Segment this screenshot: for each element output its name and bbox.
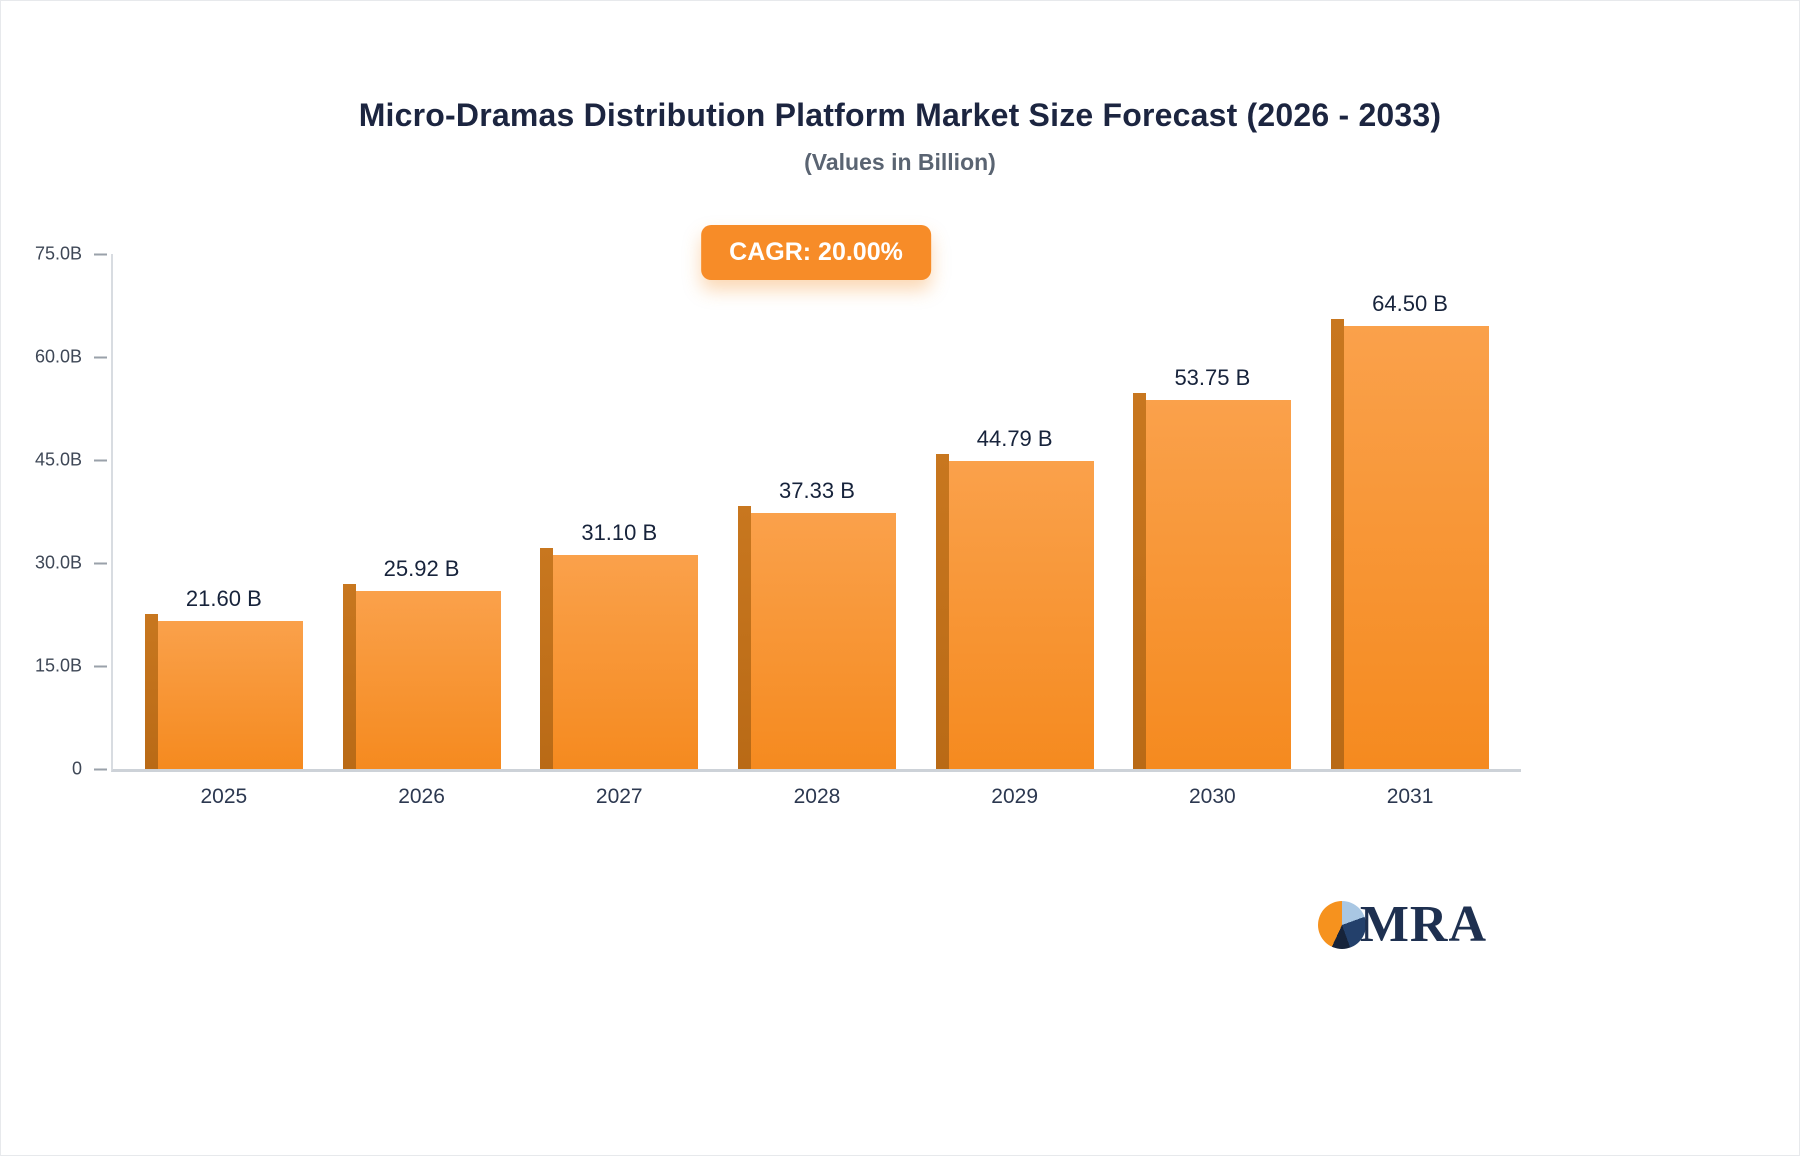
y-tick: 45.0B <box>16 450 113 471</box>
cagr-badge: CAGR: 20.00% <box>701 225 931 280</box>
y-tick: 60.0B <box>16 347 113 368</box>
bar-group: 25.92 B <box>342 254 501 769</box>
chart-subtitle: (Values in Billion) <box>804 149 996 175</box>
bar-group: 31.10 B <box>540 254 699 769</box>
bar-side-shading <box>935 454 949 769</box>
x-axis-label: 2028 <box>793 785 841 808</box>
x-axis-label: 2025 <box>200 785 248 808</box>
bar-value-label: 31.10 B <box>581 520 658 546</box>
bar-group: 37.33 B <box>737 254 896 769</box>
x-axis-label: 2027 <box>595 785 643 808</box>
bar <box>540 548 699 769</box>
y-tick: 75.0B <box>16 244 113 265</box>
bar-value-label: 44.79 B <box>976 426 1053 452</box>
bar <box>1133 392 1292 769</box>
y-tick-label: 45.0B <box>34 449 82 470</box>
bar <box>1331 319 1490 769</box>
bar-group: 44.79 B <box>935 254 1094 769</box>
bars-layer: 21.60 B 25.92 B 31.10 B 37.33 B 44.79 B 53.75… <box>113 254 1521 769</box>
chart-title: Micro-Dramas Distribution Platform Marke… <box>358 97 1442 133</box>
y-tick-label: 30.0B <box>34 552 82 573</box>
y-tick-mark <box>94 459 107 461</box>
bar-value-label: 21.60 B <box>185 585 262 611</box>
bar-group: 53.75 B <box>1133 254 1292 769</box>
bar-side-shading <box>144 613 158 769</box>
x-axis-label: 2030 <box>1189 785 1236 808</box>
x-axis-label: 2031 <box>1386 785 1434 808</box>
bar-group: 64.50 B <box>1331 254 1490 769</box>
bar <box>935 454 1094 769</box>
y-tick-mark <box>94 253 107 255</box>
y-tick: 0 <box>16 759 113 780</box>
bar-value-label: 53.75 B <box>1174 364 1251 390</box>
brand-logo-text: MRA <box>1359 896 1487 953</box>
plot-area: 75.0B 60.0B 45.0B 30.0B 15.0B 0 21.60 B 25.92 … <box>35 244 1521 808</box>
y-tick: 30.0B <box>16 553 113 574</box>
y-tick-mark <box>94 562 107 564</box>
y-tick-label: 0 <box>71 758 82 779</box>
y-tick-mark <box>94 665 107 667</box>
bar-value-label: 64.50 B <box>1372 291 1448 317</box>
bar-group: 21.60 B <box>144 254 303 769</box>
bar-value-label: 25.92 B <box>383 556 460 582</box>
x-axis-labels: 2025 2026 2027 2028 2029 2030 2031 <box>113 785 1521 809</box>
y-tick-mark <box>94 768 107 770</box>
y-tick-label: 15.0B <box>34 655 82 676</box>
bar-side-shading <box>540 548 554 769</box>
bar-side-shading <box>342 584 356 769</box>
pie-logo-icon <box>1317 901 1366 949</box>
y-tick: 15.0B <box>16 656 113 677</box>
bar <box>737 505 896 769</box>
brand-logo: MRA <box>1317 896 1487 953</box>
x-axis-label: 2029 <box>991 785 1039 808</box>
bar-value-label: 37.33 B <box>779 477 855 503</box>
bar-side-shading <box>1331 319 1345 769</box>
y-tick-mark <box>94 356 107 358</box>
bar <box>342 584 501 769</box>
bar-side-shading <box>737 505 751 769</box>
y-tick-label: 75.0B <box>34 243 82 264</box>
bar-side-shading <box>1133 392 1147 769</box>
x-axis-label: 2026 <box>398 785 445 808</box>
y-tick-label: 60.0B <box>34 346 82 367</box>
bar <box>144 613 303 769</box>
